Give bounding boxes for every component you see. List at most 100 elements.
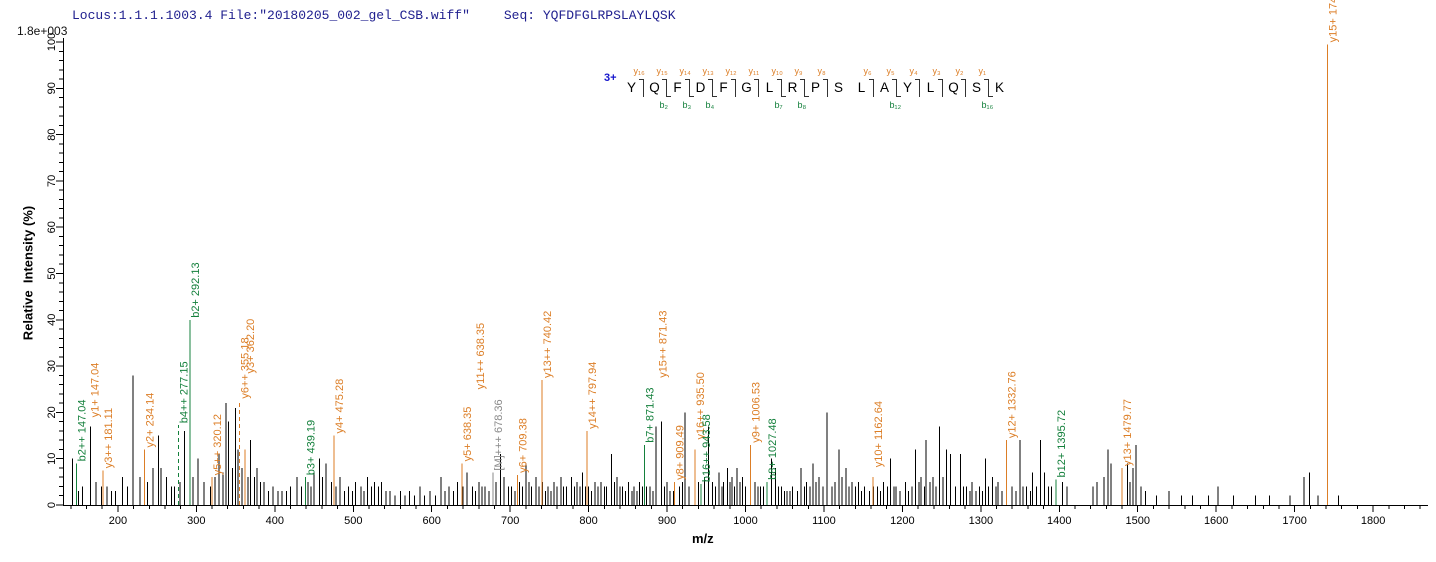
x-tick-label: 800: [579, 515, 597, 527]
fragment-mark-line: [780, 79, 782, 97]
fragment-boundary: y₅ b₁₂: [887, 66, 902, 110]
residue-letter: Y: [903, 80, 913, 95]
y-ion-cap: [753, 79, 759, 80]
x-tick-label: 1500: [1125, 515, 1149, 527]
peak-label: y10+ 1162.64: [873, 401, 885, 467]
residue-letter: F: [673, 80, 682, 95]
charge-state-label: 3+: [604, 72, 617, 84]
peak-label: b16++ 943.58: [701, 414, 713, 482]
b-ion-cap: [711, 96, 717, 97]
peak-label: y6+ 709.38: [518, 418, 530, 473]
fragment-boundary: y₁₆: [634, 66, 648, 98]
peak-label: [M]+++ 678.36: [493, 399, 505, 470]
y-ion-cap: [822, 79, 828, 80]
y-ion-cap: [960, 79, 966, 80]
peak-label: y11++ 638.35: [475, 323, 487, 389]
peak-label: y15+ 1741.92: [1328, 0, 1340, 42]
y-ion-cap: [661, 79, 667, 80]
tick-labels: 200 300 400 500 600 700 800 900 1000 1100 1200 1300…: [46, 33, 1385, 527]
y-tick-label: 0: [46, 502, 58, 508]
peak-label: y6++ 355.18: [240, 337, 252, 398]
residue-letter: S: [972, 80, 982, 95]
peak-label: y13+ 1479.77: [1122, 399, 1134, 466]
peak-label: y12+ 1332.76: [1007, 371, 1019, 438]
fragment-mark-line: [964, 79, 966, 97]
fragment-boundary: y₁₀ b₇: [772, 66, 786, 110]
residue-letter: F: [719, 80, 728, 95]
y-ion-label: y₁₂: [725, 66, 737, 76]
x-tick-label: 900: [658, 515, 676, 527]
fragment-boundary: [846, 78, 855, 98]
y-ion-label: y₁₃: [702, 66, 714, 76]
peak-label: y14++ 797.94: [587, 362, 599, 429]
y-ion-cap: [891, 79, 897, 80]
y-tick-label: 10: [46, 453, 58, 465]
header-line: Locus:1.1.1.1003.4 File:"20180205_002_ge…: [72, 8, 676, 23]
residue-letter: Q: [948, 80, 959, 95]
y-ion-cap: [730, 79, 736, 80]
y-ion-cap: [914, 79, 920, 80]
peak-label: y5++ 320.12: [212, 414, 224, 475]
fragment-boundary: y₁₅ b₂: [657, 66, 671, 110]
intensity-scale-label: 1.8e+003: [17, 24, 68, 38]
residue-letter: Y: [627, 80, 637, 95]
fragment-mark-line: [826, 79, 828, 97]
fragment-mark-line: [895, 79, 897, 97]
peak-label: y3+ 362.20: [245, 319, 257, 374]
x-tick-label: 200: [109, 515, 127, 527]
y-ion-label: y₃: [932, 66, 941, 76]
peak-label: y15++ 871.43: [658, 311, 670, 378]
x-tick-label: 1200: [890, 515, 914, 527]
y-tick-label: 90: [46, 82, 58, 94]
x-tick-label: 1800: [1361, 515, 1385, 527]
peak-label: b12+ 1395.72: [1056, 410, 1068, 478]
peak-label: y16++ 935.50: [695, 372, 707, 439]
y-tick-label: 30: [46, 360, 58, 372]
y-ion-cap: [983, 79, 989, 80]
y-ion-cap: [868, 79, 874, 80]
peak-label: b8+ 1027.48: [767, 418, 779, 479]
y-ion-label: y₅: [886, 66, 895, 76]
peak-label: b7+ 871.43: [645, 387, 657, 442]
b-ion-cap: [780, 96, 786, 97]
residue-letter: R: [787, 80, 798, 95]
x-tick-label: 300: [187, 515, 205, 527]
fragment-mark-line: [941, 79, 943, 97]
y-ion-label: y₁₅: [656, 66, 668, 76]
residue-letter: G: [741, 80, 752, 95]
y-ion-label: y₁₁: [748, 66, 760, 76]
fragment-boundary: y₄: [910, 66, 924, 98]
b-ion-label: b₇: [774, 100, 783, 110]
axes: [56, 38, 1428, 512]
y-ion-label: y₁₄: [679, 66, 691, 76]
x-tick-label: 600: [423, 515, 441, 527]
fragment-mark-line: [918, 79, 920, 97]
y-ion-cap: [799, 79, 805, 80]
y-ion-cap: [776, 79, 782, 80]
y-tick-label: 20: [46, 406, 58, 418]
b-ion-cap: [688, 96, 694, 97]
fragment-boundary: y₉ b₈: [795, 66, 809, 110]
peaks: [71, 44, 1340, 505]
y-tick-label: 40: [46, 314, 58, 326]
b-ion-cap: [803, 96, 809, 97]
fragment-mark-line: [734, 79, 736, 97]
x-tick-label: 1600: [1204, 515, 1228, 527]
residue-letter: A: [880, 80, 890, 95]
fragment-boundary: y₃: [933, 66, 947, 98]
y-ion-label: y₁₀: [771, 66, 783, 76]
b-ion-cap: [987, 96, 993, 97]
y-ion-cap: [638, 79, 644, 80]
peak-label: y5+ 638.35: [462, 407, 474, 462]
y-ion-label: y₁₆: [633, 66, 645, 76]
residue-letter: L: [857, 80, 866, 95]
fragment-boundary: y₁₄ b₃: [680, 66, 694, 110]
peak-label: b4++ 277.15: [178, 361, 190, 423]
locus-file-text: Locus:1.1.1.1003.4 File:"20180205_002_ge…: [72, 8, 470, 23]
fragment-boundary: y₁₃ b₄: [703, 66, 717, 110]
residue-letter: K: [995, 80, 1005, 95]
